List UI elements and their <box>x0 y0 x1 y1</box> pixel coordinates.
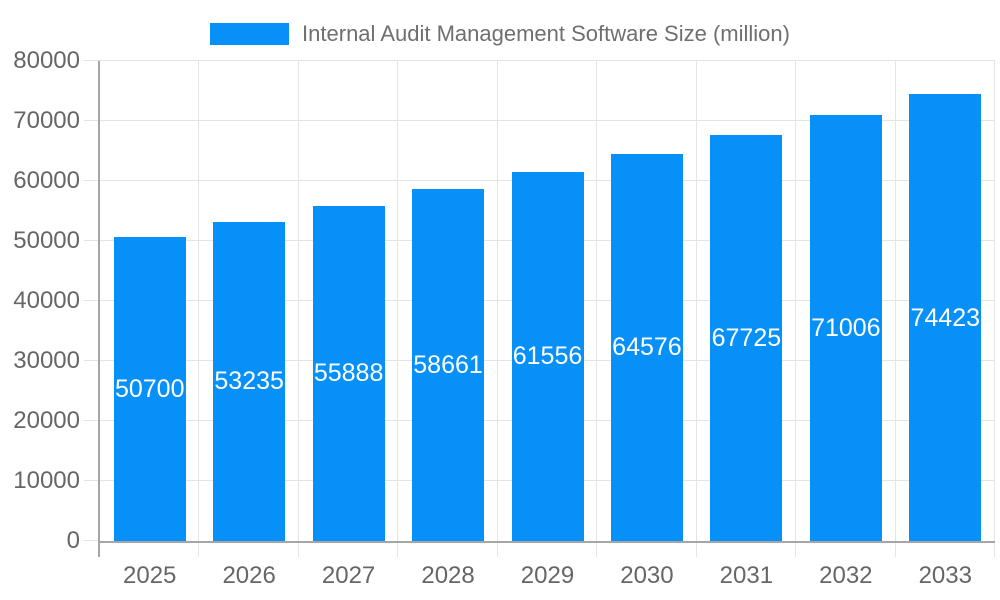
x-tick-mark <box>596 543 598 557</box>
bar: 71006 <box>809 114 882 541</box>
x-tick-mark <box>297 543 299 557</box>
bar: 53235 <box>213 221 286 541</box>
bar: 50700 <box>113 236 186 541</box>
y-tick-mark <box>84 420 100 421</box>
y-tick-mark <box>84 360 100 361</box>
y-tick-mark <box>84 540 100 541</box>
x-tick-label: 2028 <box>421 562 475 589</box>
v-gridline <box>795 61 797 541</box>
y-tick-label: 80000 <box>13 47 80 74</box>
y-tick-mark <box>84 480 100 481</box>
y-tick-label: 20000 <box>13 407 80 434</box>
y-tick-mark <box>84 240 100 241</box>
bar-value-label: 67725 <box>711 323 782 352</box>
y-tick-label: 30000 <box>13 347 80 374</box>
v-gridline <box>596 61 598 541</box>
h-gridline <box>100 60 995 61</box>
x-tick-label: 2030 <box>620 562 674 589</box>
bar: 64576 <box>610 153 683 541</box>
bar-value-label: 53235 <box>214 367 284 396</box>
x-tick-label: 2027 <box>321 562 376 589</box>
legend-label: Internal Audit Management Software Size … <box>302 21 790 46</box>
y-tick-mark <box>84 60 100 61</box>
bar-value-label: 61556 <box>512 342 583 371</box>
y-tick-label: 0 <box>66 527 80 554</box>
y-tick-label: 10000 <box>13 467 80 494</box>
bar-value-label: 74423 <box>910 303 981 332</box>
y-tick-label: 70000 <box>13 107 80 134</box>
bar-value-label: 64576 <box>612 333 682 362</box>
x-tick-mark <box>397 543 399 557</box>
x-tick-mark <box>894 543 896 557</box>
h-gridline <box>100 120 995 121</box>
bar: 55888 <box>312 205 385 541</box>
y-tick-label: 60000 <box>13 167 80 194</box>
v-gridline <box>695 61 697 541</box>
v-gridline <box>397 61 399 541</box>
y-tick-mark <box>84 120 100 121</box>
x-tick-label: 2031 <box>719 562 774 589</box>
x-tick-mark <box>695 543 697 557</box>
bar: 67725 <box>710 134 783 541</box>
bar: 61556 <box>511 171 584 541</box>
y-tick-mark <box>84 180 100 181</box>
bar-value-label: 50700 <box>114 374 185 403</box>
x-tick-mark <box>994 543 995 557</box>
bar-value-label: 58661 <box>413 351 483 379</box>
y-tick-mark <box>84 300 100 301</box>
x-tick-label: 2026 <box>222 562 276 589</box>
bar-value-label: 55888 <box>313 359 384 388</box>
v-gridline <box>297 61 299 541</box>
v-gridline <box>496 61 498 541</box>
v-gridline <box>994 61 995 541</box>
x-tick-mark <box>795 543 797 557</box>
y-axis-line <box>98 61 100 557</box>
x-tick-label: 2032 <box>819 562 873 589</box>
v-gridline <box>198 61 200 541</box>
x-tick-label: 2033 <box>918 562 972 589</box>
bar-value-label: 71006 <box>811 313 881 342</box>
x-tick-mark <box>496 543 498 557</box>
bar: 58661 <box>412 189 485 541</box>
v-gridline <box>894 61 896 541</box>
y-tick-label: 40000 <box>13 287 80 314</box>
x-tick-label: 2029 <box>520 562 575 589</box>
x-tick-label: 2025 <box>123 562 177 589</box>
legend-swatch <box>210 23 290 45</box>
chart-legend[interactable]: Internal Audit Management Software Size … <box>0 23 1000 45</box>
x-tick-mark <box>198 543 200 557</box>
y-tick-label: 50000 <box>13 227 80 254</box>
x-axis-line <box>98 541 995 543</box>
bar: 74423 <box>909 94 982 541</box>
